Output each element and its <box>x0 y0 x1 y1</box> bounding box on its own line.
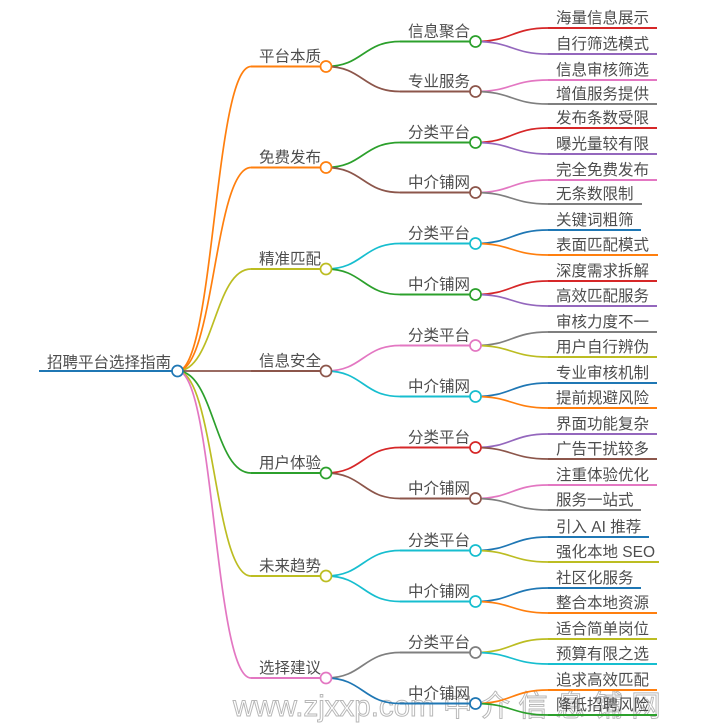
svg-text:审核力度不一: 审核力度不一 <box>556 313 649 331</box>
svg-text:强化本地 SEO: 强化本地 SEO <box>556 543 655 561</box>
svg-text:预算有限之选: 预算有限之选 <box>556 644 649 663</box>
svg-text:曝光量较有限: 曝光量较有限 <box>556 135 649 153</box>
svg-text:关键词粗筛: 关键词粗筛 <box>556 211 634 229</box>
svg-text:未来趋势: 未来趋势 <box>259 557 321 575</box>
svg-text:完全免费发布: 完全免费发布 <box>556 161 649 179</box>
svg-text:中介铺网: 中介铺网 <box>408 378 470 396</box>
svg-text:中介铺网: 中介铺网 <box>408 583 470 601</box>
svg-text:专业审核机制: 专业审核机制 <box>556 364 649 382</box>
svg-text:高效匹配服务: 高效匹配服务 <box>556 287 649 305</box>
svg-text:www.zjxxp.com 中 介 信 息 铺 网: www.zjxxp.com 中 介 信 息 铺 网 <box>232 690 661 723</box>
svg-text:增值服务提供: 增值服务提供 <box>556 85 649 103</box>
svg-text:追求高效匹配: 追求高效匹配 <box>556 671 649 689</box>
svg-text:发布条数受限: 发布条数受限 <box>556 109 649 127</box>
svg-text:注重体验优化: 注重体验优化 <box>556 466 649 484</box>
svg-text:专业服务: 专业服务 <box>408 73 470 91</box>
svg-text:引入 AI 推荐: 引入 AI 推荐 <box>556 518 641 536</box>
svg-text:分类平台: 分类平台 <box>408 634 470 652</box>
svg-text:招聘平台选择指南: 招聘平台选择指南 <box>47 354 171 372</box>
svg-text:自行筛选模式: 自行筛选模式 <box>556 35 649 53</box>
svg-text:分类平台: 分类平台 <box>408 225 470 243</box>
svg-text:服务一站式: 服务一站式 <box>556 491 634 509</box>
svg-text:社区化服务: 社区化服务 <box>556 569 634 587</box>
svg-text:降低招聘风险: 降低招聘风险 <box>556 696 650 714</box>
svg-text:适合简单岗位: 适合简单岗位 <box>556 620 649 638</box>
svg-text:免费发布: 免费发布 <box>259 149 321 167</box>
svg-text:信息审核筛选: 信息审核筛选 <box>556 61 649 79</box>
svg-text:用户自行辨伪: 用户自行辨伪 <box>556 338 649 356</box>
svg-text:分类平台: 分类平台 <box>408 429 470 447</box>
svg-text:信息聚合: 信息聚合 <box>408 23 471 41</box>
svg-text:分类平台: 分类平台 <box>408 124 470 142</box>
svg-text:用户体验: 用户体验 <box>259 454 322 472</box>
svg-text:中介铺网: 中介铺网 <box>408 174 470 192</box>
svg-text:分类平台: 分类平台 <box>408 327 470 345</box>
svg-text:中介铺网: 中介铺网 <box>408 685 470 703</box>
svg-text:选择建议: 选择建议 <box>259 659 322 677</box>
svg-text:整合本地资源: 整合本地资源 <box>556 594 649 612</box>
svg-text:平台本质: 平台本质 <box>259 48 321 66</box>
svg-text:广告干扰较多: 广告干扰较多 <box>556 440 649 458</box>
svg-text:中介铺网: 中介铺网 <box>408 480 470 498</box>
svg-text:提前规避风险: 提前规避风险 <box>556 389 650 407</box>
svg-text:分类平台: 分类平台 <box>408 532 470 550</box>
svg-text:精准匹配: 精准匹配 <box>259 250 321 268</box>
svg-text:表面匹配模式: 表面匹配模式 <box>556 236 649 254</box>
svg-text:信息安全: 信息安全 <box>259 352 322 370</box>
svg-text:中介铺网: 中介铺网 <box>408 276 470 294</box>
svg-text:海量信息展示: 海量信息展示 <box>556 9 649 27</box>
svg-text:界面功能复杂: 界面功能复杂 <box>556 415 649 433</box>
svg-text:深度需求拆解: 深度需求拆解 <box>556 262 649 280</box>
svg-text:无条数限制: 无条数限制 <box>556 185 634 203</box>
